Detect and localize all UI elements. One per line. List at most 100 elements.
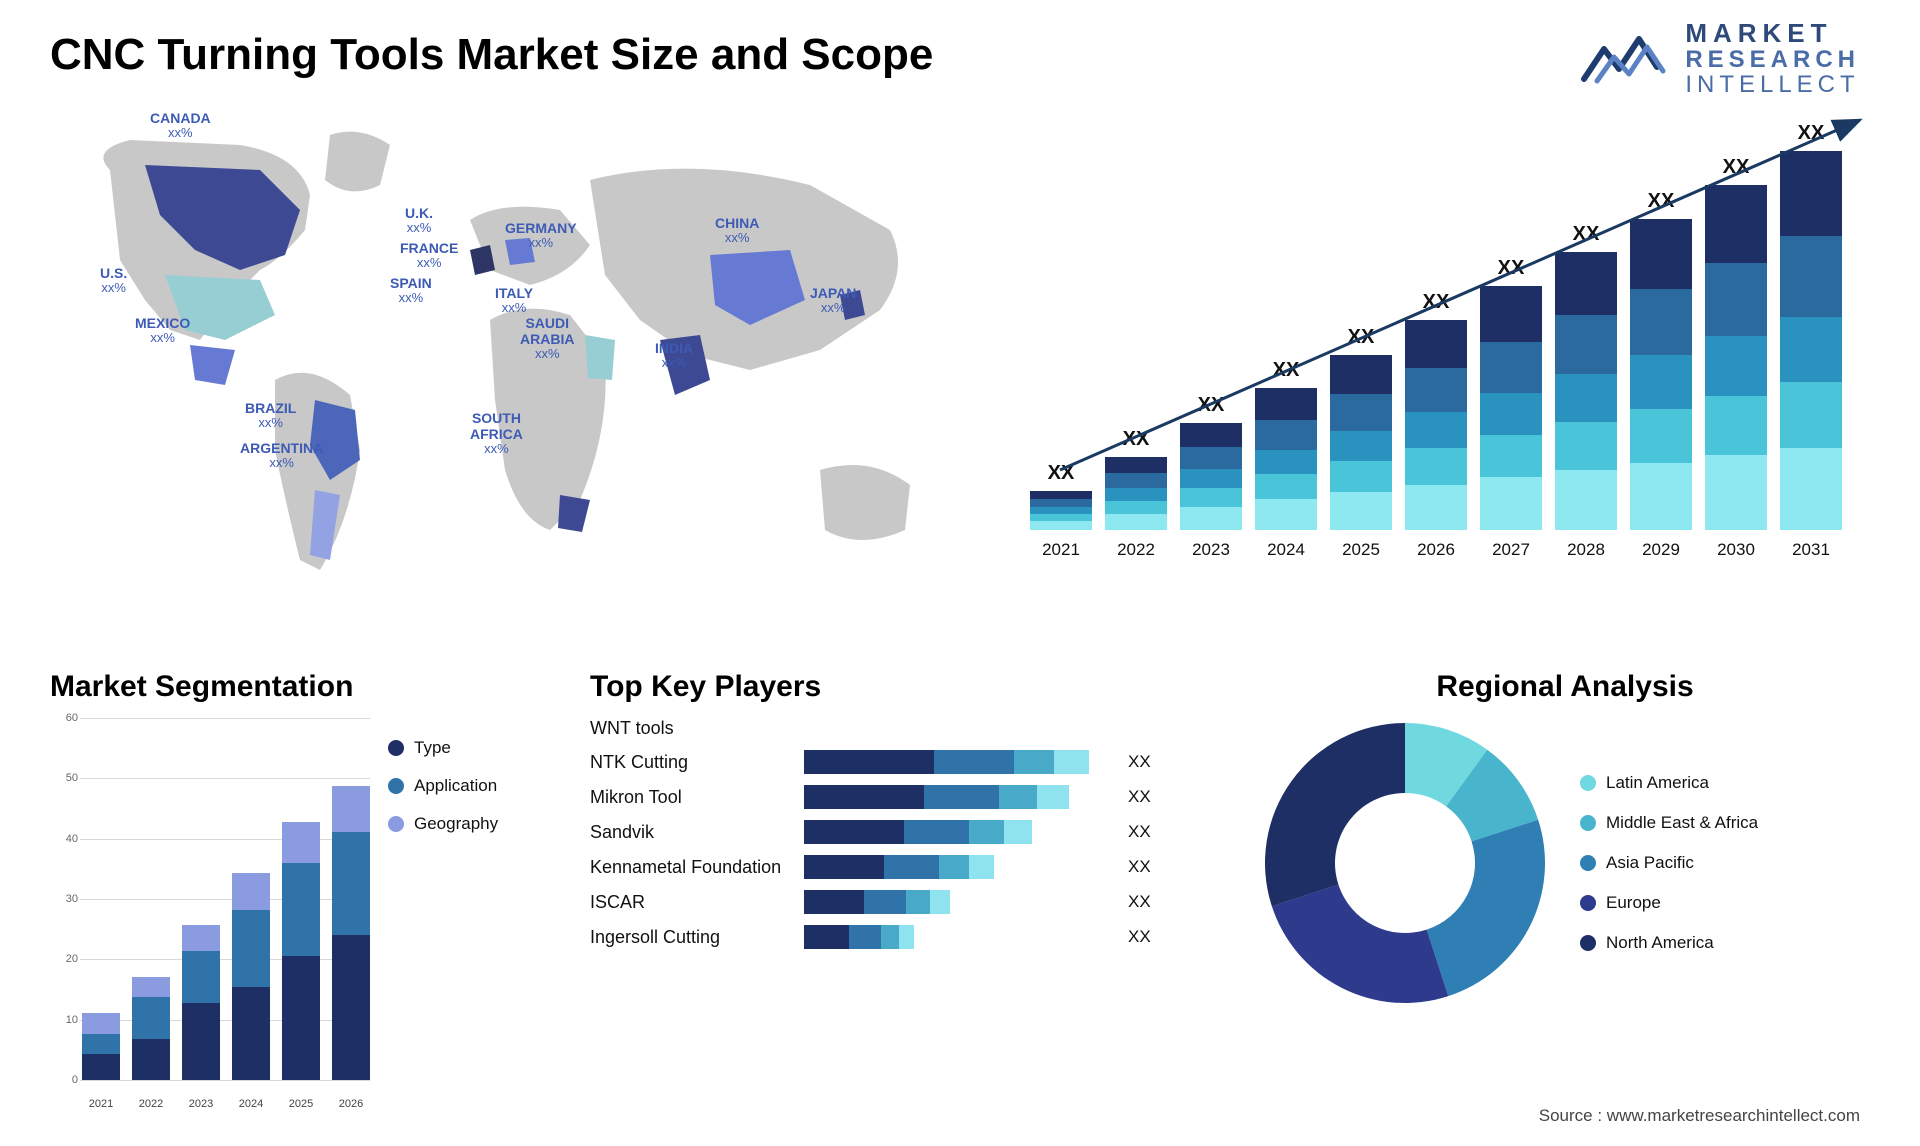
forecast-value-label: XX [1423, 291, 1450, 314]
x-axis-label: 2023 [182, 1098, 220, 1110]
key-player-value: XX [1128, 787, 1151, 807]
forecast-value-label: XX [1798, 122, 1825, 145]
forecast-year-label: 2021 [1042, 540, 1080, 560]
legend-item: Latin America [1580, 773, 1758, 793]
legend-swatch-icon [1580, 935, 1596, 951]
forecast-value-label: XX [1273, 359, 1300, 382]
y-axis-tick: 0 [72, 1074, 78, 1086]
key-player-name: WNT tools [590, 718, 790, 739]
legend-label: Asia Pacific [1606, 853, 1694, 873]
logo-line-3: INTELLECT [1685, 72, 1860, 97]
legend-item: Asia Pacific [1580, 853, 1758, 873]
segmentation-chart: 0102030405060 202120222023202420252026 [50, 718, 370, 1110]
legend-item: Application [388, 776, 498, 796]
brand-logo: MARKET RESEARCH INTELLECT [1579, 20, 1860, 98]
legend-label: Application [414, 776, 497, 796]
donut-slice [1265, 723, 1405, 906]
logo-line-1: MARKET [1685, 20, 1860, 47]
country-label: INDIAxx% [655, 340, 693, 371]
legend-item: North America [1580, 933, 1758, 953]
x-axis-label: 2026 [332, 1098, 370, 1110]
forecast-value-label: XX [1048, 462, 1075, 485]
key-player-bar [804, 820, 1104, 844]
key-player-row: Ingersoll Cutting XX [590, 925, 1230, 949]
forecast-year-label: 2031 [1792, 540, 1830, 560]
key-player-bar [804, 855, 1104, 879]
legend-label: Europe [1606, 893, 1661, 913]
legend-swatch-icon [1580, 895, 1596, 911]
legend-label: North America [1606, 933, 1714, 953]
source-note: Source : www.marketresearchintellect.com [1539, 1106, 1860, 1126]
key-player-bar [804, 750, 1104, 774]
world-map-panel: CANADAxx%U.S.xx%MEXICOxx%BRAZILxx%ARGENT… [50, 100, 980, 640]
forecast-bar: XX 2021 [1030, 462, 1092, 560]
y-axis-tick: 40 [66, 833, 78, 845]
logo-mark-icon [1579, 29, 1669, 89]
country-label: U.K.xx% [405, 205, 433, 236]
key-player-bar [804, 785, 1104, 809]
forecast-value-label: XX [1123, 428, 1150, 451]
key-player-name: NTK Cutting [590, 752, 790, 773]
forecast-year-label: 2022 [1117, 540, 1155, 560]
key-player-row: WNT tools [590, 718, 1230, 739]
segmentation-bar [232, 873, 270, 1080]
forecast-year-label: 2028 [1567, 540, 1605, 560]
legend-label: Geography [414, 814, 498, 834]
forecast-bar: XX2025 [1330, 326, 1392, 560]
country-label: MEXICOxx% [135, 315, 190, 346]
forecast-bar: XX 2029 [1630, 190, 1692, 560]
segmentation-title: Market Segmentation [50, 670, 560, 704]
legend-swatch-icon [1580, 775, 1596, 791]
segmentation-bar [82, 1013, 120, 1080]
legend-swatch-icon [388, 740, 404, 756]
forecast-year-label: 2025 [1342, 540, 1380, 560]
y-axis-tick: 60 [66, 712, 78, 724]
key-player-name: ISCAR [590, 892, 790, 913]
key-player-name: Mikron Tool [590, 787, 790, 808]
key-player-value: XX [1128, 927, 1151, 947]
legend-label: Latin America [1606, 773, 1709, 793]
forecast-year-label: 2029 [1642, 540, 1680, 560]
key-player-name: Ingersoll Cutting [590, 927, 790, 948]
key-player-name: Sandvik [590, 822, 790, 843]
forecast-bar: XX2023 [1180, 394, 1242, 560]
regional-panel: Regional Analysis Latin AmericaMiddle Ea… [1260, 670, 1870, 1110]
key-player-row: Mikron Tool XX [590, 785, 1230, 809]
country-label: BRAZILxx% [245, 400, 296, 431]
key-player-row: Sandvik XX [590, 820, 1230, 844]
segmentation-bar [332, 786, 370, 1080]
regional-legend: Latin AmericaMiddle East & AfricaAsia Pa… [1580, 773, 1758, 953]
key-player-row: ISCAR XX [590, 890, 1230, 914]
country-label: FRANCExx% [400, 240, 458, 271]
legend-item: Type [388, 738, 498, 758]
key-player-row: Kennametal FoundationXX [590, 855, 1230, 879]
key-player-value: XX [1128, 822, 1151, 842]
forecast-value-label: XX [1573, 223, 1600, 246]
forecast-bar: XX2026 [1405, 291, 1467, 560]
country-label: SAUDI ARABIAxx% [520, 315, 574, 362]
y-axis-tick: 30 [66, 893, 78, 905]
country-label: ARGENTINAxx% [240, 440, 323, 471]
forecast-value-label: XX [1198, 394, 1225, 417]
x-axis-label: 2021 [82, 1098, 120, 1110]
key-player-value: XX [1128, 892, 1151, 912]
legend-swatch-icon [1580, 815, 1596, 831]
forecast-bar: XX 2028 [1555, 223, 1617, 560]
donut-slice [1427, 820, 1545, 996]
regional-title: Regional Analysis [1436, 670, 1693, 704]
forecast-value-label: XX [1498, 257, 1525, 280]
segmentation-legend: Type Application Geography [388, 718, 498, 1110]
key-players-title: Top Key Players [590, 670, 1230, 704]
forecast-value-label: XX [1648, 190, 1675, 213]
country-label: ITALYxx% [495, 285, 533, 316]
forecast-bar: XX 2031 [1780, 122, 1842, 560]
logo-text: MARKET RESEARCH INTELLECT [1685, 20, 1860, 98]
y-axis-tick: 20 [66, 953, 78, 965]
key-player-bar [804, 890, 1104, 914]
y-axis-tick: 50 [66, 772, 78, 784]
key-player-value: XX [1128, 752, 1151, 772]
country-label: SOUTH AFRICAxx% [470, 410, 523, 457]
forecast-chart: XX2021XX2022XX2023XX2024XX2025XX2026XX20… [1010, 100, 1870, 640]
country-label: GERMANYxx% [505, 220, 577, 251]
forecast-value-label: XX [1723, 156, 1750, 179]
